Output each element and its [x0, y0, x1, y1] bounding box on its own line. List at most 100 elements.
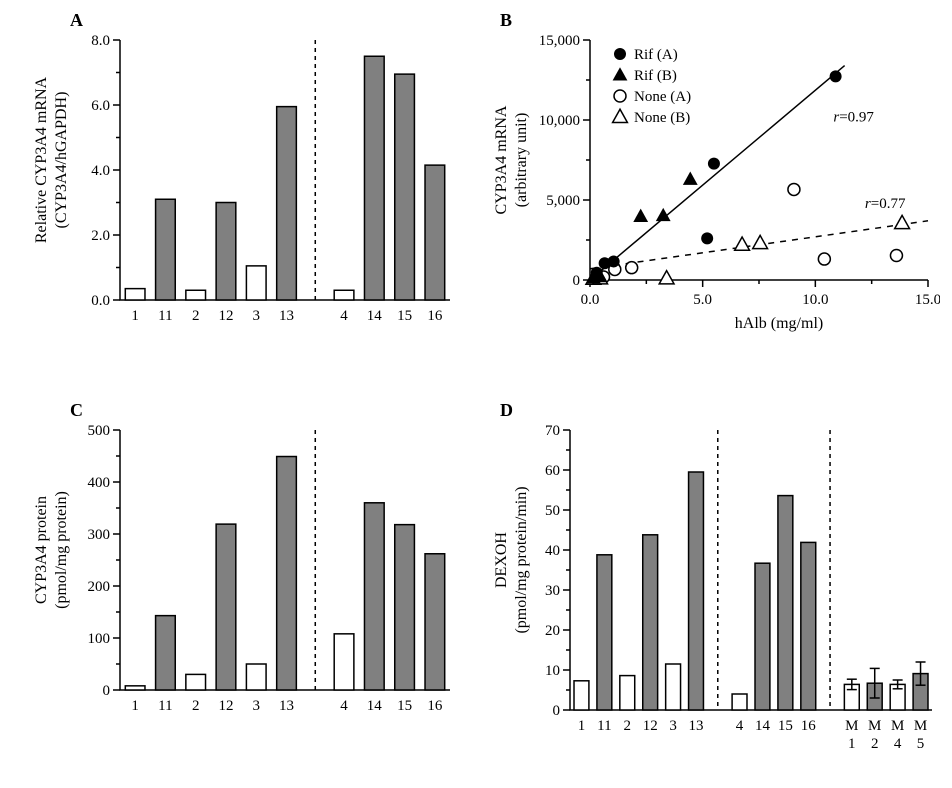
bar	[277, 457, 297, 690]
bar	[364, 503, 384, 690]
panel-D-svg: 0102030405060701112123134141516M1M2M4M5D…	[490, 400, 940, 770]
svg-text:5,000: 5,000	[546, 193, 580, 209]
svg-text:12: 12	[643, 718, 658, 734]
bar	[395, 525, 415, 690]
svg-text:6.0: 6.0	[91, 98, 110, 114]
svg-text:70: 70	[545, 423, 560, 439]
bar	[643, 535, 658, 710]
svg-text:2: 2	[624, 718, 632, 734]
bar	[597, 555, 612, 710]
svg-text:10,000: 10,000	[539, 113, 580, 129]
svg-text:(pmol/mg protein): (pmol/mg protein)	[53, 491, 70, 609]
svg-text:2: 2	[871, 736, 879, 752]
panel-A: A 0.02.04.06.08.01112123134141516Relativ…	[30, 10, 460, 340]
panel-A-svg: 0.02.04.06.08.01112123134141516Relative …	[30, 10, 460, 340]
svg-text:Rif (A): Rif (A)	[634, 47, 678, 63]
svg-text:(CYP3A4/hGAPDH): (CYP3A4/hGAPDH)	[53, 92, 70, 229]
panel-C-label: C	[70, 400, 83, 421]
bar	[125, 686, 145, 690]
svg-text:30: 30	[545, 583, 560, 599]
svg-text:None (B): None (B)	[634, 110, 690, 126]
svg-text:0.0: 0.0	[581, 292, 600, 308]
svg-text:DEXOH: DEXOH	[493, 532, 510, 588]
svg-text:8.0: 8.0	[91, 33, 110, 49]
panel-D: D 0102030405060701112123134141516M1M2M4M…	[490, 400, 940, 770]
svg-text:12: 12	[218, 308, 233, 324]
svg-text:15.0: 15.0	[915, 292, 940, 308]
svg-text:1: 1	[848, 736, 856, 752]
svg-text:M: M	[914, 718, 927, 734]
svg-text:0.0: 0.0	[91, 293, 110, 309]
bar	[156, 199, 176, 300]
svg-text:200: 200	[88, 579, 111, 595]
bar	[778, 496, 793, 710]
svg-text:M: M	[868, 718, 881, 734]
bar	[755, 563, 770, 710]
svg-text:Relative CYP3A4 mRNA: Relative CYP3A4 mRNA	[33, 76, 50, 243]
svg-text:500: 500	[88, 423, 111, 439]
svg-text:4: 4	[340, 308, 348, 324]
svg-text:11: 11	[158, 308, 172, 324]
panel-A-label: A	[70, 10, 83, 31]
svg-text:3: 3	[252, 698, 260, 714]
bar	[666, 664, 681, 710]
svg-text:r=0.77: r=0.77	[865, 196, 906, 212]
panel-B-label: B	[500, 10, 512, 31]
svg-text:M: M	[845, 718, 858, 734]
bar	[186, 674, 206, 690]
svg-text:40: 40	[545, 543, 560, 559]
svg-text:16: 16	[801, 718, 817, 734]
svg-text:15: 15	[778, 718, 793, 734]
svg-text:14: 14	[367, 308, 383, 324]
svg-text:M: M	[891, 718, 904, 734]
bar	[689, 472, 704, 710]
panel-B: B 05,00010,00015,0000.05.010.015.0r=0.97…	[490, 10, 940, 340]
svg-text:CYP3A4 protein: CYP3A4 protein	[33, 496, 50, 604]
svg-text:2.0: 2.0	[91, 228, 110, 244]
panel-C-svg: 01002003004005001112123134141516CYP3A4 p…	[30, 400, 460, 730]
svg-text:300: 300	[88, 527, 111, 543]
svg-text:1: 1	[131, 698, 139, 714]
svg-text:2: 2	[192, 308, 200, 324]
svg-text:15: 15	[397, 308, 412, 324]
bar	[574, 681, 589, 710]
bar	[364, 56, 384, 300]
svg-text:4: 4	[736, 718, 744, 734]
svg-text:3: 3	[252, 308, 260, 324]
svg-text:4.0: 4.0	[91, 163, 110, 179]
svg-text:4: 4	[340, 698, 348, 714]
svg-text:11: 11	[158, 698, 172, 714]
bar	[246, 664, 266, 690]
svg-text:20: 20	[545, 623, 560, 639]
panel-C: C 01002003004005001112123134141516CYP3A4…	[30, 400, 460, 730]
svg-text:13: 13	[279, 308, 294, 324]
svg-text:4: 4	[894, 736, 902, 752]
svg-text:100: 100	[88, 631, 111, 647]
svg-text:10: 10	[545, 663, 560, 679]
bar	[732, 694, 747, 710]
svg-text:13: 13	[689, 718, 704, 734]
svg-text:12: 12	[218, 698, 233, 714]
panel-D-label: D	[500, 400, 513, 421]
bar	[801, 542, 816, 710]
svg-text:r=0.97: r=0.97	[833, 110, 874, 126]
svg-text:2: 2	[192, 698, 200, 714]
svg-text:3: 3	[669, 718, 677, 734]
svg-text:14: 14	[367, 698, 383, 714]
bar	[216, 203, 236, 301]
svg-text:5: 5	[917, 736, 925, 752]
svg-text:14: 14	[755, 718, 771, 734]
svg-text:CYP3A4 mRNA: CYP3A4 mRNA	[493, 105, 510, 214]
bar	[216, 524, 236, 690]
svg-text:5.0: 5.0	[693, 292, 712, 308]
svg-text:16: 16	[427, 698, 443, 714]
svg-text:0: 0	[103, 683, 111, 699]
svg-text:60: 60	[545, 463, 560, 479]
svg-text:11: 11	[597, 718, 611, 734]
svg-text:hAlb (mg/ml): hAlb (mg/ml)	[735, 315, 823, 332]
bar	[334, 634, 354, 690]
svg-text:(pmol/mg protein/min): (pmol/mg protein/min)	[513, 486, 530, 633]
svg-text:None (A): None (A)	[634, 89, 691, 105]
svg-text:Rif (B): Rif (B)	[634, 68, 677, 84]
svg-text:10.0: 10.0	[802, 292, 828, 308]
